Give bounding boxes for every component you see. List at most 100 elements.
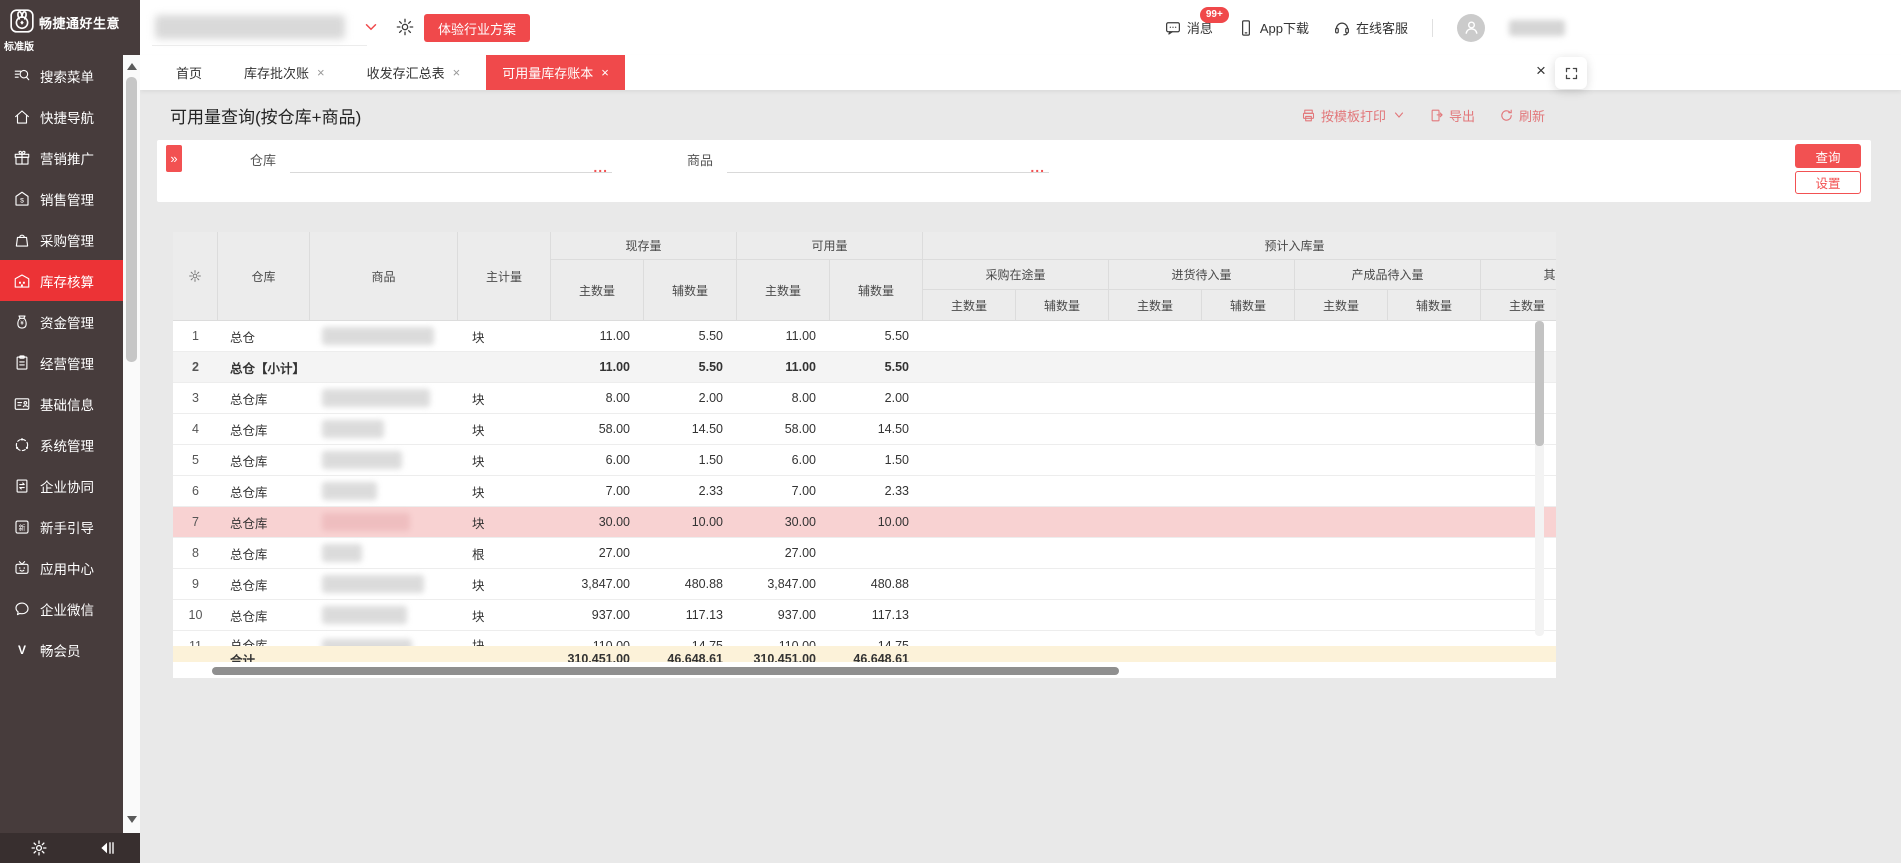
header-ip-main-qty: 主数量: [1109, 290, 1202, 321]
product-filter-input[interactable]: ...: [727, 148, 1050, 175]
company-selector-underline: [152, 45, 367, 46]
cell-available-main-qty: 6.00: [791, 453, 816, 467]
avatar[interactable]: [1457, 13, 1485, 42]
messages-button[interactable]: 消息 99+: [1164, 7, 1229, 37]
cell-stock-main-qty: 3,847.00: [581, 577, 630, 591]
tab-3[interactable]: 可用量库存账本 ×: [486, 55, 625, 90]
table-row-9[interactable]: 9 总仓库 块 3,847.00 480.88 3,847.00 480.88: [173, 569, 1556, 600]
sidebar-item-7[interactable]: 经营管理: [0, 342, 123, 383]
cell-warehouse: 总仓库: [230, 392, 268, 407]
table-row-6[interactable]: 6 总仓库 块 7.00 2.33 7.00 2.33: [173, 476, 1556, 507]
expand-filters-button[interactable]: »: [166, 145, 182, 172]
print-by-template-button[interactable]: 按模板打印: [1301, 106, 1405, 125]
edition-badge: 标准版: [4, 42, 34, 53]
collapse-sidebar-icon[interactable]: [98, 839, 116, 857]
table-row-4[interactable]: 4 总仓库 块 58.00 14.50 58.00 14.50: [173, 414, 1556, 445]
message-icon: [1164, 19, 1182, 37]
scroll-down-arrow-icon[interactable]: [127, 816, 137, 823]
table-row-3[interactable]: 3 总仓库 块 8.00 2.00 8.00 2.00: [173, 383, 1556, 414]
sidebar-scrollbar-thumb[interactable]: [126, 77, 137, 362]
table-row-7[interactable]: 7 总仓库 块 30.00 10.00 30.00 10.00: [173, 507, 1556, 538]
sidebar-item-2[interactable]: 营销推广: [0, 137, 123, 178]
sidebar-item-label: 经营管理: [40, 356, 94, 372]
online-service-button[interactable]: 在线客服: [1333, 18, 1408, 37]
header-warehouse: 仓库: [218, 232, 310, 321]
table-horizontal-scrollbar[interactable]: [173, 666, 1556, 676]
tab-0[interactable]: 首页: [160, 55, 218, 90]
sidebar-item-10[interactable]: 企业协同: [0, 465, 123, 506]
horizontal-scrollbar-thumb[interactable]: [212, 667, 1119, 675]
settings-button[interactable]: 设置: [1795, 171, 1861, 194]
experience-plan-button[interactable]: 体验行业方案: [424, 14, 531, 42]
total-stock-main: 310,451.00: [567, 652, 630, 662]
cell-row-number: 11: [189, 639, 202, 646]
query-button[interactable]: 查询: [1795, 144, 1861, 168]
close-all-tabs-icon[interactable]: ×: [1536, 61, 1546, 80]
close-icon[interactable]: ×: [601, 65, 609, 80]
cell-product: [310, 538, 458, 568]
table-row-1[interactable]: 1 总仓 块 11.00 5.50 11.00 5.50: [173, 321, 1556, 352]
cell-row-number: 6: [192, 484, 199, 498]
sidebar-scrollbar[interactable]: [123, 55, 140, 833]
cell-stock-aux-qty: 2.00: [698, 391, 723, 405]
header-available-main-qty: 主数量: [737, 260, 830, 321]
topbar-right-cluster: 消息 99+ App下载: [1164, 0, 1565, 55]
table-row-8[interactable]: 8 总仓库 根 27.00 27.00: [173, 538, 1556, 569]
table-row-11[interactable]: 11 总仓库 块 110.00 14.75 110.00 14.75: [173, 631, 1556, 646]
cell-stock-aux-qty: 480.88: [684, 577, 723, 591]
sidebar-item-3[interactable]: $ 销售管理: [0, 178, 123, 219]
warehouse-filter-input[interactable]: ...: [290, 148, 613, 175]
table-row-10[interactable]: 10 总仓库 块 937.00 117.13 937.00 117.13: [173, 600, 1556, 631]
cell-stock-main-qty: 7.00: [605, 484, 630, 498]
refresh-icon: [1499, 108, 1514, 123]
product-name-redacted: [322, 327, 434, 345]
sidebar-item-9[interactable]: 系统管理: [0, 424, 123, 465]
sidebar-item-1[interactable]: 快捷导航: [0, 96, 123, 137]
sidebar-item-6[interactable]: ¥ 资金管理: [0, 301, 123, 342]
table-row-2[interactable]: 2 总仓【小计】 11.00 5.50 11.00 5.50: [173, 352, 1556, 383]
close-icon[interactable]: ×: [452, 65, 461, 80]
sidebar-item-4[interactable]: 采购管理: [0, 219, 123, 260]
sidebar-item-label: 新手引导: [40, 520, 94, 536]
app-download-label: App下载: [1259, 21, 1309, 36]
product-picker-ellipsis[interactable]: ...: [1030, 159, 1046, 175]
cell-main-unit: 块: [472, 609, 485, 624]
sidebar-item-11[interactable]: 新 新手引导: [0, 506, 123, 547]
sidebar-item-5[interactable]: 库存核算: [0, 260, 123, 301]
cell-row-number: 2: [192, 360, 199, 374]
header-pt-aux-qty: 辅数量: [1016, 290, 1109, 321]
chevron-down-icon[interactable]: [362, 18, 380, 36]
app-download-button[interactable]: App下载: [1237, 18, 1309, 37]
sidebar-item-14[interactable]: V 畅会员: [0, 629, 123, 670]
sidebar-item-8[interactable]: 基础信息: [0, 383, 123, 424]
sidebar-item-0[interactable]: 搜索菜单: [0, 55, 123, 96]
tab-1[interactable]: 库存批次账 ×: [228, 55, 341, 90]
header-group-available: 可用量: [737, 232, 923, 260]
cell-available-aux-qty: 5.50: [884, 360, 909, 374]
warehouse-picker-ellipsis[interactable]: ...: [593, 159, 609, 175]
close-icon[interactable]: ×: [317, 65, 325, 80]
gear-icon[interactable]: [395, 17, 415, 37]
column-settings-gear-icon[interactable]: [173, 232, 218, 321]
chevron-down-icon[interactable]: [1393, 109, 1405, 121]
product-name-redacted: [322, 606, 407, 624]
fullscreen-button[interactable]: [1555, 57, 1587, 89]
settings-gear-icon[interactable]: [30, 839, 48, 857]
export-button[interactable]: 导出: [1429, 106, 1475, 125]
tab-2[interactable]: 收发存汇总表 ×: [351, 55, 477, 90]
sidebar-item-label: 资金管理: [40, 315, 94, 331]
vertical-scrollbar-thumb[interactable]: [1535, 321, 1544, 446]
scroll-up-arrow-icon[interactable]: [127, 63, 137, 70]
cell-available-aux-qty: 480.88: [870, 577, 909, 591]
sidebar-item-13[interactable]: 企业微信: [0, 588, 123, 629]
svg-text:V: V: [18, 643, 26, 657]
sidebar-item-label: 快捷导航: [40, 110, 94, 126]
sidebar-item-12[interactable]: 应用中心: [0, 547, 123, 588]
table-vertical-scrollbar[interactable]: [1535, 321, 1544, 636]
company-selector[interactable]: [155, 15, 345, 39]
refresh-button[interactable]: 刷新: [1499, 106, 1545, 125]
headset-icon: [1333, 19, 1351, 37]
report-toolbar: 按模板打印 导出 刷新: [1301, 90, 1545, 140]
table-row-5[interactable]: 5 总仓库 块 6.00 1.50 6.00 1.50: [173, 445, 1556, 476]
cell-stock-aux-qty: 5.50: [698, 360, 723, 374]
